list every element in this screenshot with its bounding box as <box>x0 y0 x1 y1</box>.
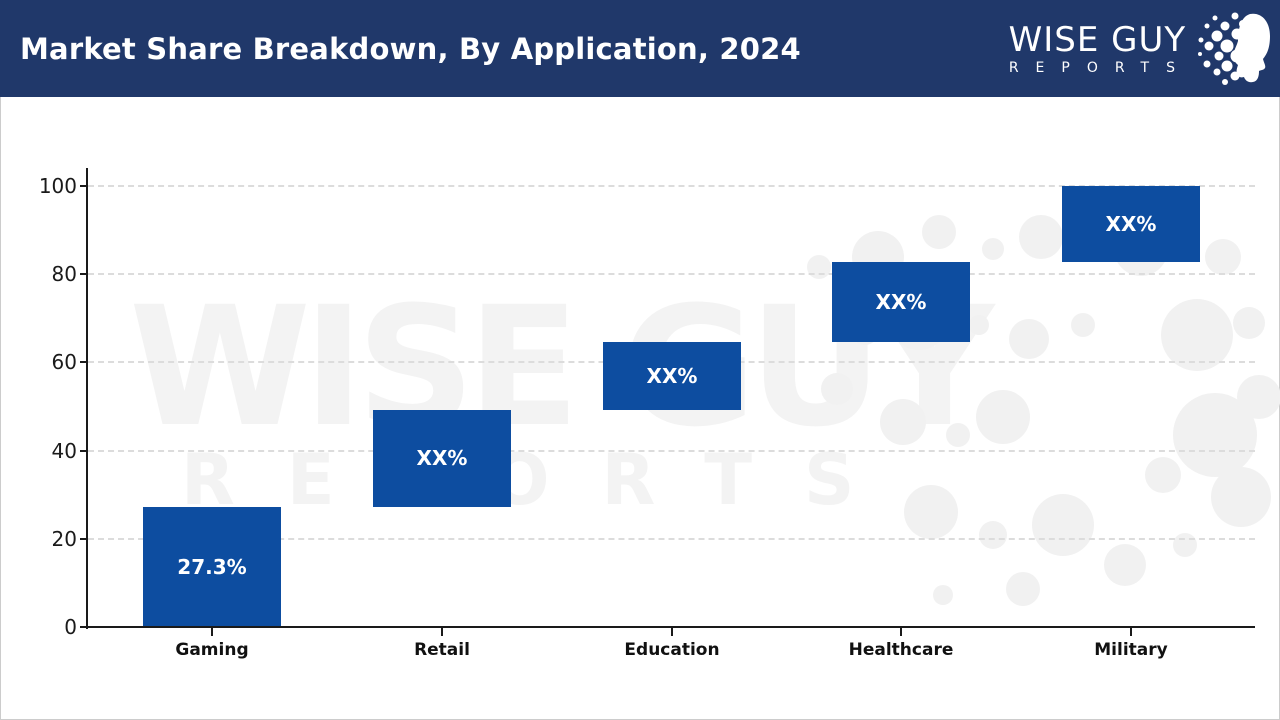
y-axis-tick <box>80 626 88 628</box>
bar-segment-military: XX% <box>1062 186 1200 262</box>
y-tick-label: 40 <box>51 438 77 463</box>
x-axis-tick <box>671 628 673 636</box>
gridline-40 <box>88 449 1255 452</box>
gridline-80 <box>88 273 1255 276</box>
y-tick-label: 100 <box>38 174 77 198</box>
x-tick-label-military: Military <box>1094 640 1168 660</box>
bar-segment-gaming: 27.3% <box>143 506 281 627</box>
logo-wordmark: WISE GUY REPORTS <box>1003 19 1192 77</box>
x-axis-line <box>86 626 1255 628</box>
logo-wordmark-line2: REPORTS <box>1008 60 1192 77</box>
bar-value-label: XX% <box>1105 211 1157 236</box>
brand-logo: WISE GUY REPORTS <box>1003 6 1270 92</box>
bar-segment-healthcare: XX% <box>832 261 970 343</box>
y-axis-line <box>86 168 88 629</box>
y-tick-label: 60 <box>51 350 77 375</box>
bar-segment-retail: XX% <box>373 410 511 507</box>
logo-face-icon <box>1198 12 1270 85</box>
bar-value-label: XX% <box>875 289 927 314</box>
y-tick-label: 0 <box>64 615 77 639</box>
y-tick-label: 20 <box>51 526 77 551</box>
x-axis-tick <box>1130 628 1132 636</box>
x-tick-label-retail: Retail <box>414 640 470 660</box>
y-axis-tick <box>80 537 88 540</box>
bar-value-label: XX% <box>646 364 698 389</box>
x-tick-label-healthcare: Healthcare <box>848 640 954 660</box>
y-axis-tick <box>80 361 88 364</box>
y-tick-label: 80 <box>51 262 77 287</box>
bar-value-label: XX% <box>416 446 468 471</box>
y-axis-tick <box>80 185 88 187</box>
header-bar: Market Share Breakdown, By Application, … <box>0 0 1280 97</box>
watermark-text-line2: REPORTS <box>181 439 907 521</box>
x-axis-tick <box>441 628 443 636</box>
y-axis-tick <box>80 273 88 276</box>
y-axis-tick <box>80 449 88 452</box>
waterfall-chart: 0 20 40 60 80 100 27.3% XX% XX% XX% XX% Gaming Retai… <box>1 97 1280 720</box>
bar-segment-education: XX% <box>603 342 741 411</box>
gridline-20 <box>88 537 1255 540</box>
logo-wordmark-line1: WISE GUY <box>1008 19 1187 60</box>
chart-canvas: WISE GUY REPORTS 0 20 40 60 80 100 27.3% XX% XX%… <box>0 97 1280 720</box>
page-title: Market Share Breakdown, By Application, … <box>20 31 801 66</box>
x-tick-label-gaming: Gaming <box>175 640 249 660</box>
x-axis-tick <box>900 628 902 636</box>
x-tick-label-education: Education <box>624 640 720 660</box>
gridline-100 <box>88 185 1255 187</box>
bar-value-label: 27.3% <box>177 554 247 579</box>
x-axis-tick <box>211 628 213 636</box>
